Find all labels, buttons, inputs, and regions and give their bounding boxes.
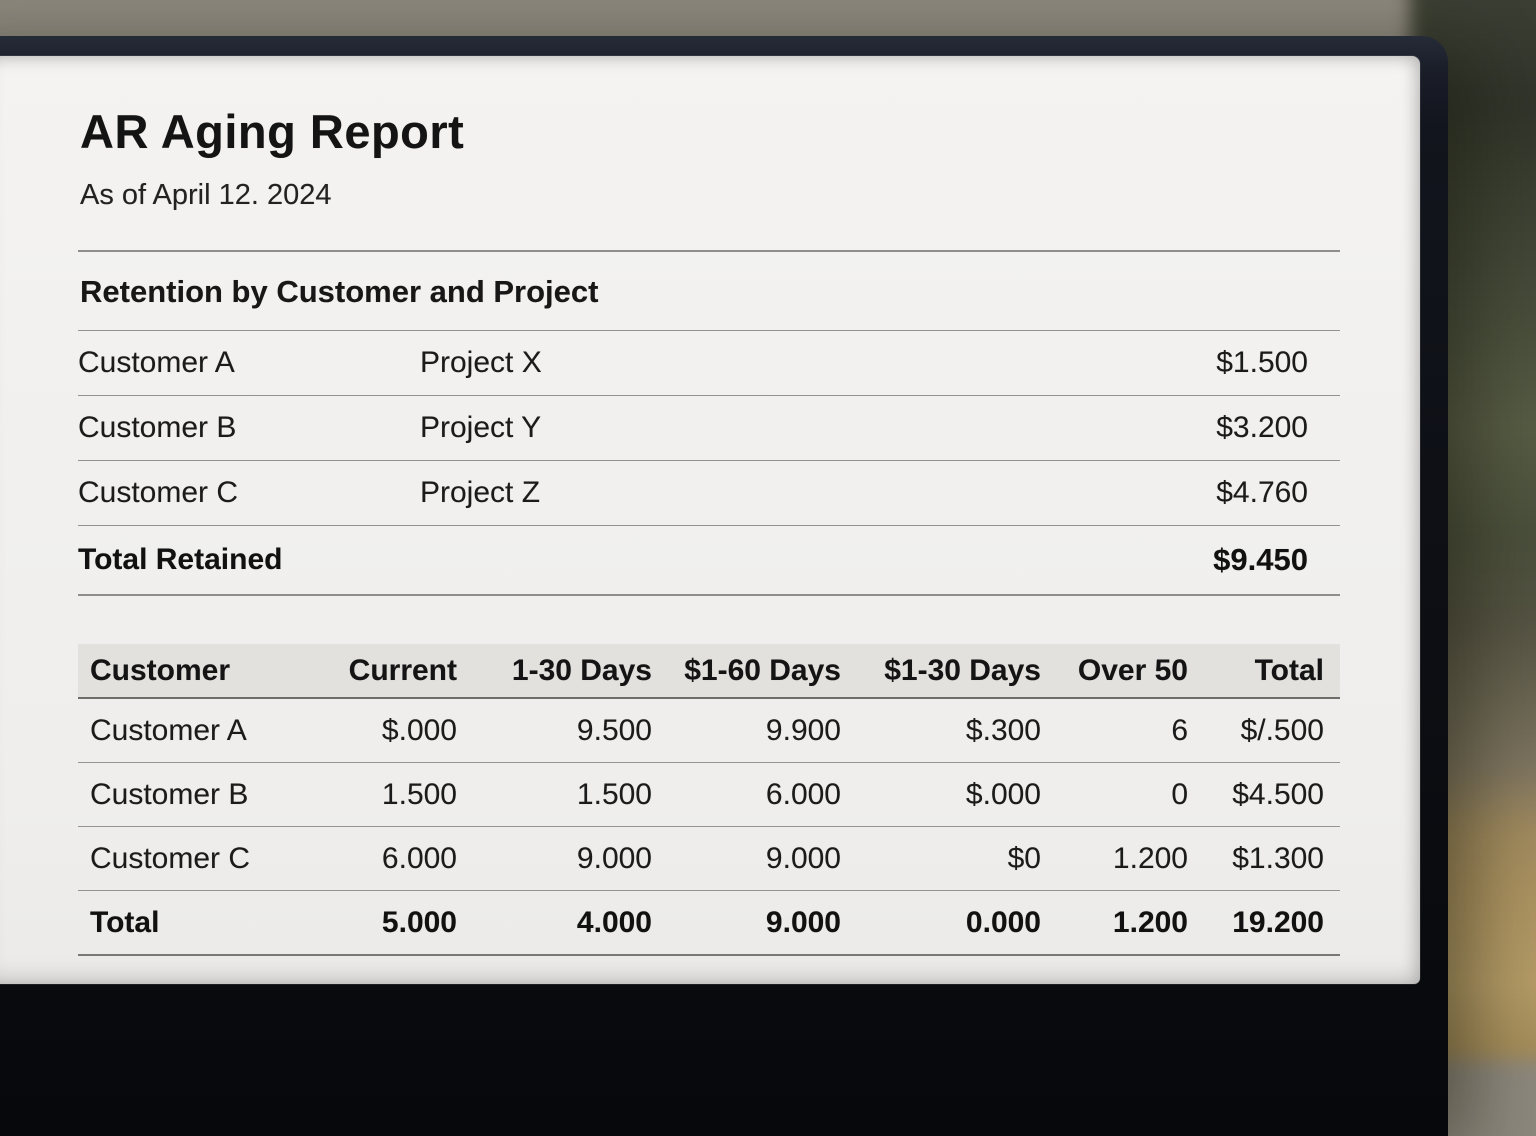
customer-cell: Customer C	[78, 460, 420, 526]
table-row: Customer C Project Z $4.760	[78, 460, 1340, 526]
column-header: 1-30 Days	[457, 644, 652, 699]
total-value-cell: 0.000	[841, 890, 1041, 956]
amount-cell: $1.500	[1000, 330, 1340, 396]
table-row: Customer B 1.500 1.500 6.000 $.000 0 $4.…	[78, 762, 1340, 827]
column-header: Customer	[78, 644, 260, 699]
page-title: AR Aging Report	[80, 105, 465, 158]
aging-table: Customer Current 1-30 Days $1-60 Days $1…	[78, 644, 1340, 956]
value-cell: 0	[1041, 762, 1188, 827]
column-header: Total	[1188, 644, 1340, 699]
customer-cell: Customer B	[78, 762, 260, 827]
table-row: Customer A $.000 9.500 9.900 $.300 6 $/.…	[78, 698, 1340, 763]
customer-cell: Customer A	[78, 698, 260, 763]
total-value-cell: 1.200	[1041, 890, 1188, 956]
total-retained-row: Total Retained $9.450	[78, 525, 1340, 596]
column-header: $1-30 Days	[841, 644, 1041, 699]
total-retained-label: Total Retained	[78, 525, 420, 596]
total-value-cell: 9.000	[652, 890, 841, 956]
customer-cell: Customer B	[78, 395, 420, 461]
project-cell: Project Y	[420, 395, 1000, 461]
aging-header-row: Customer Current 1-30 Days $1-60 Days $1…	[78, 644, 1340, 699]
divider	[78, 250, 1340, 252]
column-header: Current	[260, 644, 457, 699]
customer-cell: Customer A	[78, 330, 420, 396]
aging-total-row: Total 5.000 4.000 9.000 0.000 1.200 19.2…	[78, 890, 1340, 956]
total-label: Total	[78, 890, 260, 956]
value-cell: 1.500	[457, 762, 652, 827]
value-cell: $1.300	[1188, 826, 1340, 891]
value-cell: 9.000	[457, 826, 652, 891]
screen: AR Aging Report As of April 12. 2024 Ret…	[0, 56, 1420, 984]
total-value-cell: 5.000	[260, 890, 457, 956]
project-cell: Project X	[420, 330, 1000, 396]
retention-table: Customer A Project X $1.500 Customer B P…	[78, 330, 1340, 596]
value-cell: $.300	[841, 698, 1041, 763]
section-title: Retention by Customer and Project	[80, 274, 599, 309]
value-cell: $.000	[841, 762, 1041, 827]
amount-cell: $3.200	[1000, 395, 1340, 461]
monitor-bezel: AR Aging Report As of April 12. 2024 Ret…	[0, 36, 1448, 1136]
column-header: $1-60 Days	[652, 644, 841, 699]
total-value-cell: 4.000	[457, 890, 652, 956]
value-cell: 1.200	[1041, 826, 1188, 891]
value-cell: 6.000	[652, 762, 841, 827]
value-cell: 6.000	[260, 826, 457, 891]
value-cell: $/.500	[1188, 698, 1340, 763]
empty-cell	[420, 525, 1000, 596]
value-cell: 9.000	[652, 826, 841, 891]
value-cell: 9.900	[652, 698, 841, 763]
total-value-cell: 19.200	[1188, 890, 1340, 956]
ar-aging-report-document: AR Aging Report As of April 12. 2024 Ret…	[0, 56, 1340, 956]
customer-cell: Customer C	[78, 826, 260, 891]
value-cell: $0	[841, 826, 1041, 891]
value-cell: 6	[1041, 698, 1188, 763]
total-retained-amount: $9.450	[1000, 525, 1340, 596]
column-header: Over 50	[1041, 644, 1188, 699]
value-cell: 9.500	[457, 698, 652, 763]
table-row: Customer B Project Y $3.200	[78, 395, 1340, 461]
project-cell: Project Z	[420, 460, 1000, 526]
report-date: As of April 12. 2024	[80, 179, 332, 211]
table-row: Customer A Project X $1.500	[78, 330, 1340, 396]
amount-cell: $4.760	[1000, 460, 1340, 526]
value-cell: $4.500	[1188, 762, 1340, 827]
value-cell: $.000	[260, 698, 457, 763]
value-cell: 1.500	[260, 762, 457, 827]
table-row: Customer C 6.000 9.000 9.000 $0 1.200 $1…	[78, 826, 1340, 891]
